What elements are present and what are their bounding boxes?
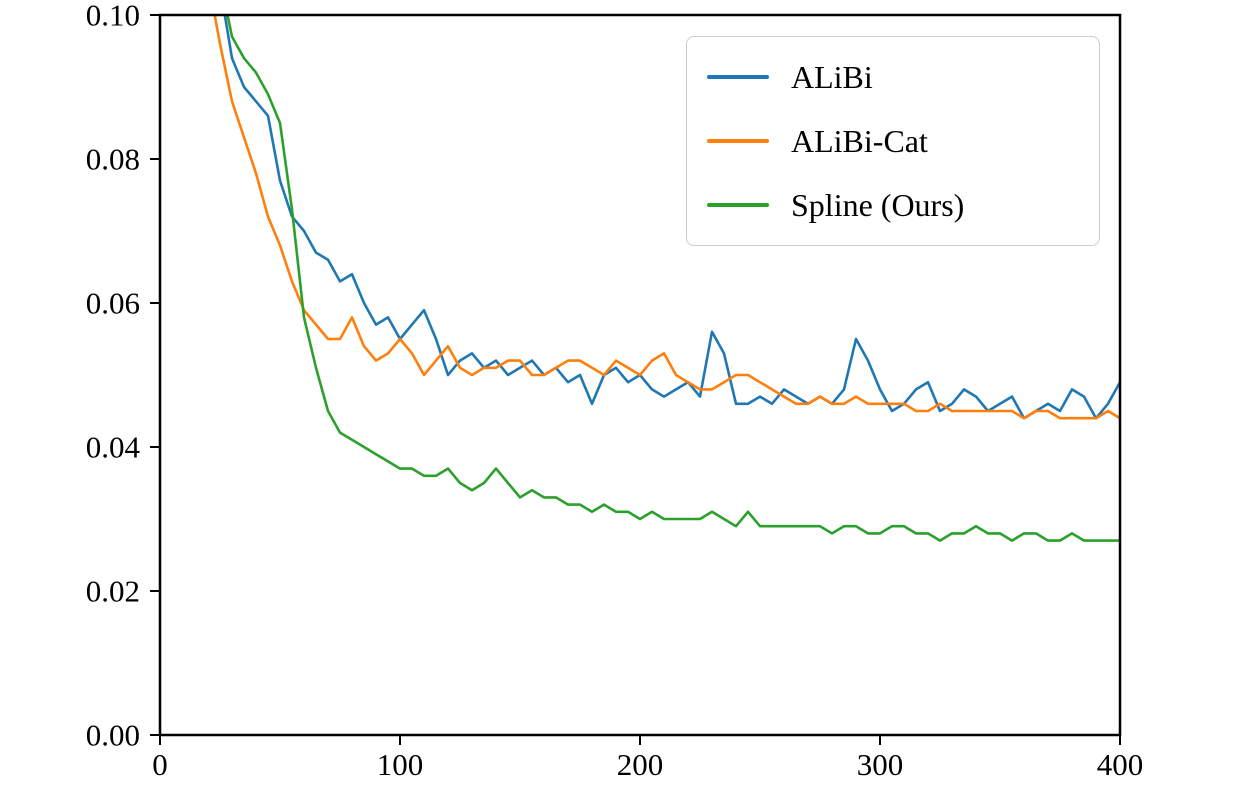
legend-item-spline-ours: Spline (Ours) [687,189,1099,221]
x-tick-label: 0 [152,747,168,782]
legend-item-alibi-cat: ALiBi-Cat [687,125,1099,157]
legend-line-sample [707,139,769,143]
y-tick-label: 0.02 [85,573,140,609]
x-tick-label: 400 [1096,747,1144,782]
series-line-alibi-cat [213,15,1120,420]
legend-label: ALiBi [791,59,873,95]
legend: ALiBi ALiBi-Cat Spline (Ours) [686,36,1100,246]
y-tick-label: 0.04 [85,429,140,465]
series-line-alibi [223,15,1120,420]
y-tick-label: 0.08 [85,141,140,177]
legend-item-alibi: ALiBi [687,61,1099,93]
legend-line-sample [707,203,769,207]
series-line-spline-ours [226,15,1120,542]
legend-line-sample [707,75,769,79]
axes-frame [158,13,1122,737]
legend-label: ALiBi-Cat [791,123,928,159]
x-tick-label: 200 [616,747,664,782]
y-tick-label: 0.00 [85,717,140,753]
y-tick-label: 0.10 [85,0,140,33]
legend-label: Spline (Ours) [791,187,965,223]
x-tick-label: 100 [376,747,424,782]
y-tick-label: 0.06 [85,285,140,321]
x-tick-label: 300 [856,747,904,782]
